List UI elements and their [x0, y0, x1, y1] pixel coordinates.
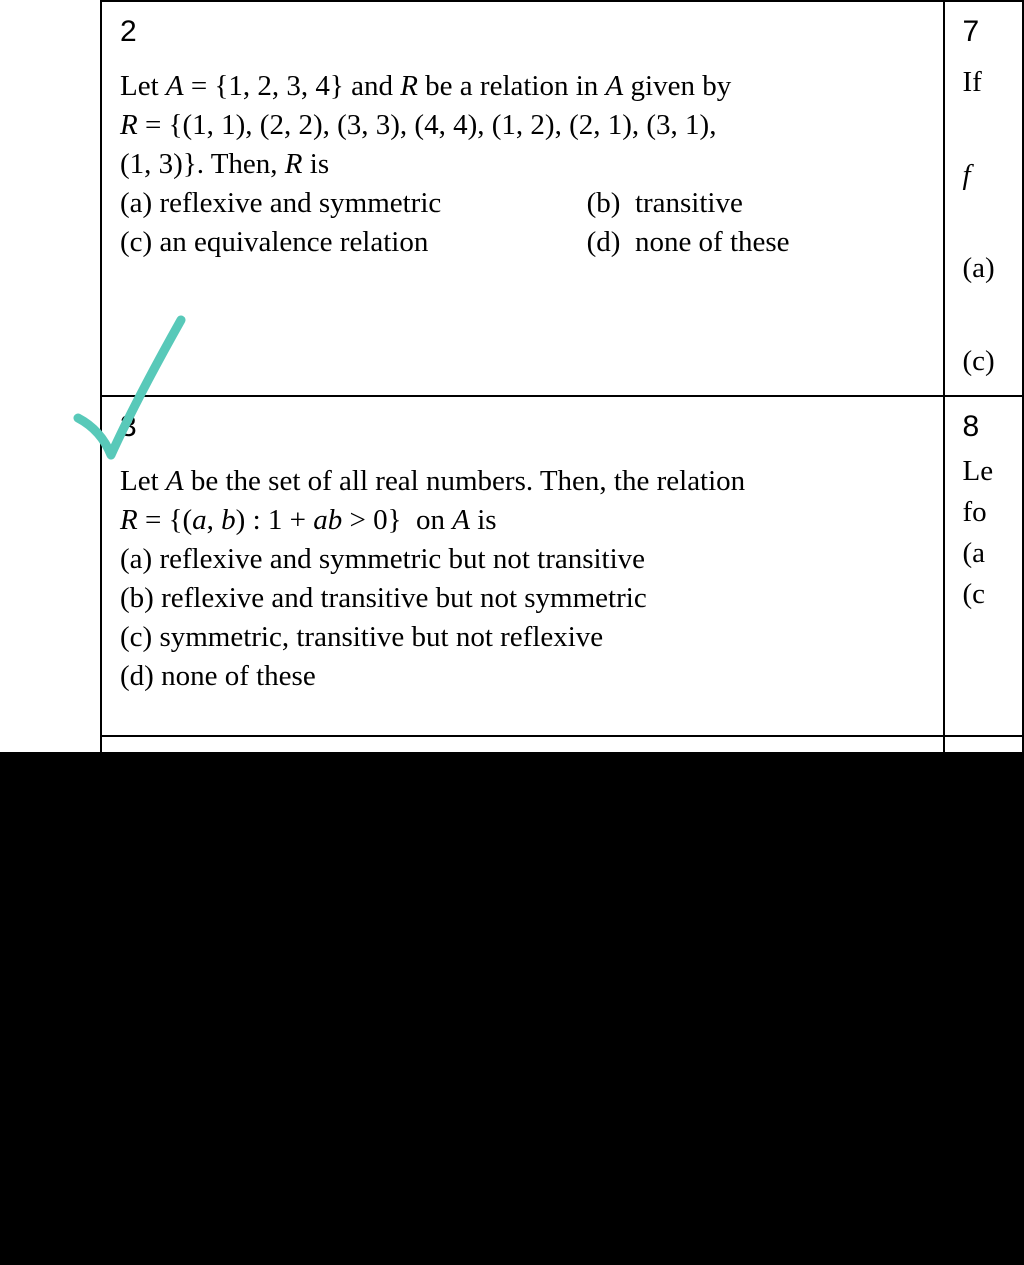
question-text: Let A be the set of all real numbers. Th… — [120, 462, 925, 540]
question-table: 2 Let A = {1, 2, 3, 4} and R be a relati… — [100, 0, 1024, 773]
question-cell-8: 8 Le fo (a (c — [944, 396, 1024, 736]
text-fragment: Le — [963, 452, 1005, 491]
question-number: 7 — [963, 12, 1005, 53]
question-number: 3 — [120, 407, 925, 448]
option-label: (c) — [120, 226, 152, 258]
option-b: (b) transitive — [587, 184, 925, 223]
text-fragment: If — [963, 63, 1005, 102]
option-c: (c) an equivalence relation — [120, 223, 587, 262]
option-label: (d) — [587, 226, 621, 258]
options-grid: (a) reflexive and symmetric (b) transiti… — [120, 184, 925, 262]
option-label: (c) — [120, 621, 152, 653]
question-number: 2 — [120, 12, 925, 53]
question-cell-7: 7 If f (a) (c) — [944, 1, 1024, 396]
option-a: (a) reflexive and symmetric but not tran… — [120, 540, 925, 579]
option-text: none of these — [161, 660, 316, 692]
question-text: Let A = {1, 2, 3, 4} and R be a relation… — [120, 67, 925, 184]
option-label: (a) — [120, 187, 152, 219]
question-cell-3: 3 Let A be the set of all real numbers. … — [101, 396, 944, 736]
option-text: symmetric, transitive but not reflexive — [159, 621, 603, 653]
text-fragment: (a) — [963, 249, 1005, 288]
text-fragment: fo — [963, 493, 1005, 532]
option-text: transitive — [635, 187, 743, 219]
option-c: (c) symmetric, transitive but not reflex… — [120, 618, 925, 657]
option-b: (b) reflexive and transitive but not sym… — [120, 579, 925, 618]
cutoff-text: Le fo (a (c — [963, 452, 1005, 615]
option-label: (b) — [587, 187, 621, 219]
option-label: (a) — [120, 543, 152, 575]
table-row — [101, 736, 1023, 772]
table-row: 2 Let A = {1, 2, 3, 4} and R be a relati… — [101, 1, 1023, 396]
option-text: none of these — [635, 226, 790, 258]
table-row: 3 Let A be the set of all real numbers. … — [101, 396, 1023, 736]
option-a: (a) reflexive and symmetric — [120, 184, 587, 223]
option-text: reflexive and transitive but not symmetr… — [161, 582, 647, 614]
cutoff-text: If f (a) (c) — [963, 63, 1005, 382]
option-label: (b) — [120, 582, 154, 614]
question-number: 8 — [963, 407, 1005, 448]
option-d: (d) none of these — [120, 657, 925, 696]
question-cell-next — [101, 736, 944, 772]
option-d: (d) none of these — [587, 223, 925, 262]
document-page: 2 Let A = {1, 2, 3, 4} and R be a relati… — [0, 0, 1024, 752]
text-fragment: f — [963, 156, 1005, 195]
option-text: reflexive and symmetric — [159, 187, 441, 219]
text-fragment: (c — [963, 575, 1005, 614]
option-label: (d) — [120, 660, 154, 692]
option-text: an equivalence relation — [159, 226, 428, 258]
text-fragment: (c) — [963, 342, 1005, 381]
text-fragment: (a — [963, 534, 1005, 573]
question-cell-next-side — [944, 736, 1024, 772]
options-list: (a) reflexive and symmetric but not tran… — [120, 540, 925, 697]
option-text: reflexive and symmetric but not transiti… — [159, 543, 645, 575]
question-cell-2: 2 Let A = {1, 2, 3, 4} and R be a relati… — [101, 1, 944, 396]
